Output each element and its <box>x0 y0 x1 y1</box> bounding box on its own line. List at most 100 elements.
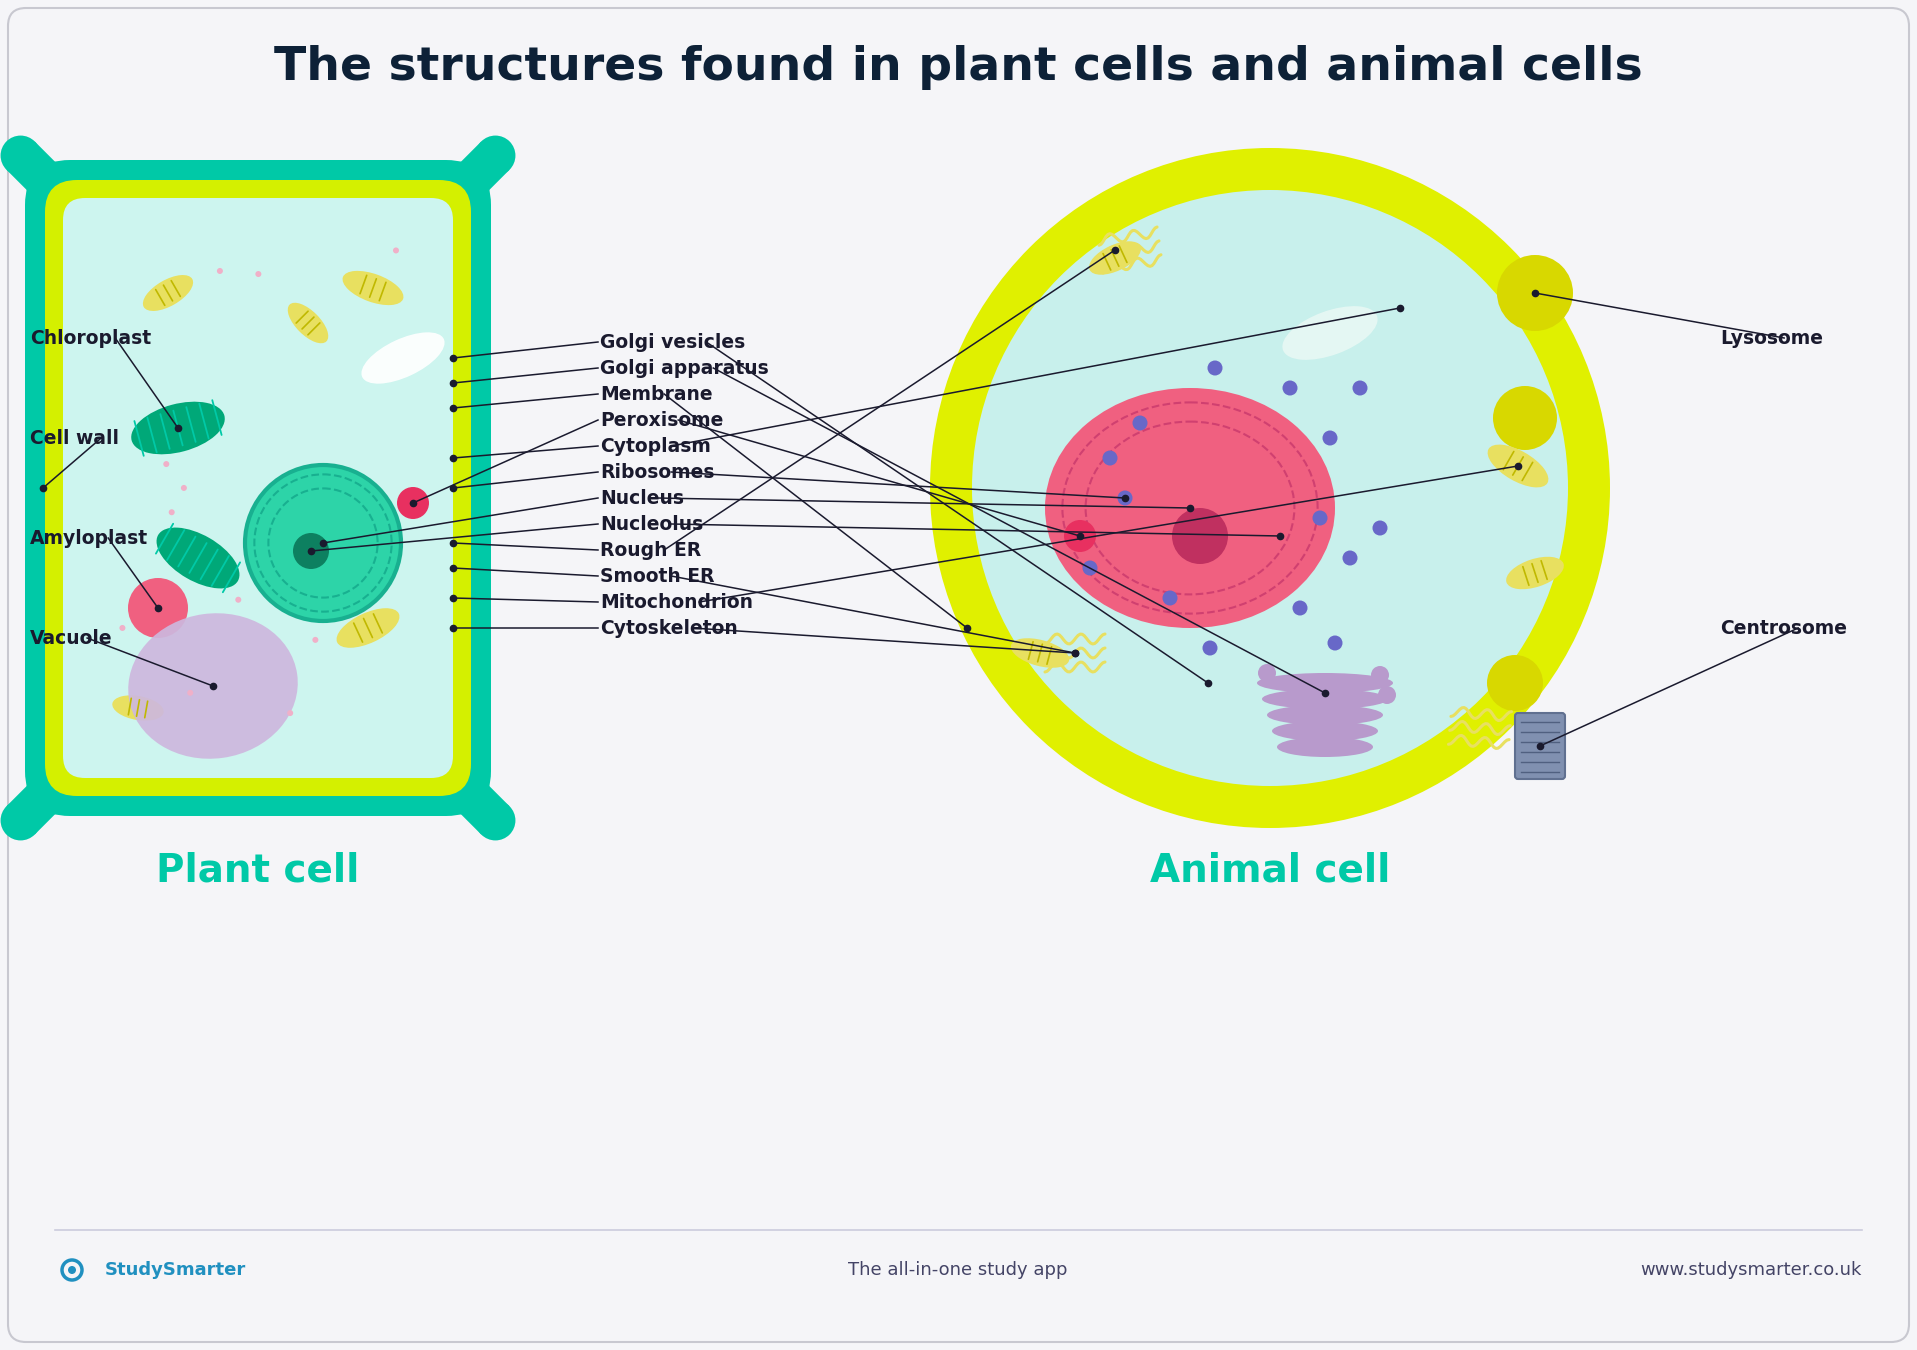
Circle shape <box>1171 508 1229 564</box>
Ellipse shape <box>1507 556 1564 589</box>
Circle shape <box>163 462 169 467</box>
Circle shape <box>433 757 473 798</box>
Ellipse shape <box>1045 387 1334 628</box>
Ellipse shape <box>337 609 399 648</box>
Text: StudySmarter: StudySmarter <box>105 1261 245 1278</box>
Circle shape <box>255 271 261 277</box>
Circle shape <box>217 267 222 274</box>
Circle shape <box>972 190 1568 786</box>
Circle shape <box>1323 431 1338 446</box>
Text: Animal cell: Animal cell <box>1150 850 1390 890</box>
Ellipse shape <box>1267 705 1382 725</box>
Circle shape <box>1488 655 1543 711</box>
Circle shape <box>1371 666 1390 684</box>
Circle shape <box>433 178 473 217</box>
Circle shape <box>1493 386 1557 450</box>
Circle shape <box>1258 664 1277 682</box>
Ellipse shape <box>128 613 297 759</box>
Circle shape <box>42 178 82 217</box>
Circle shape <box>1378 686 1396 703</box>
FancyBboxPatch shape <box>8 8 1909 1342</box>
Ellipse shape <box>1488 444 1549 487</box>
Ellipse shape <box>157 528 240 589</box>
Circle shape <box>245 464 401 621</box>
Circle shape <box>1083 560 1098 575</box>
Text: Peroxisome: Peroxisome <box>600 410 723 429</box>
Circle shape <box>180 485 186 491</box>
Circle shape <box>288 710 293 716</box>
Ellipse shape <box>1258 674 1394 693</box>
Circle shape <box>119 625 125 630</box>
Text: Chloroplast: Chloroplast <box>31 328 151 347</box>
Text: Nucleolus: Nucleolus <box>600 514 704 533</box>
Circle shape <box>312 637 318 643</box>
Circle shape <box>42 757 82 798</box>
Text: Lysosome: Lysosome <box>1720 328 1823 347</box>
Text: Golgi apparatus: Golgi apparatus <box>600 359 769 378</box>
Circle shape <box>393 247 399 254</box>
Text: The structures found in plant cells and animal cells: The structures found in plant cells and … <box>274 46 1643 90</box>
Text: Vacuole: Vacuole <box>31 629 113 648</box>
Text: Ribosomes: Ribosomes <box>600 463 715 482</box>
FancyBboxPatch shape <box>44 180 472 796</box>
Text: www.studysmarter.co.uk: www.studysmarter.co.uk <box>1641 1261 1861 1278</box>
Ellipse shape <box>1010 639 1070 668</box>
Text: The all-in-one study app: The all-in-one study app <box>847 1261 1068 1278</box>
Text: Amyloplast: Amyloplast <box>31 528 148 548</box>
Text: Plant cell: Plant cell <box>157 850 360 890</box>
Text: Membrane: Membrane <box>600 385 713 404</box>
Circle shape <box>169 509 174 516</box>
Text: Centrosome: Centrosome <box>1720 618 1846 637</box>
Ellipse shape <box>130 402 224 455</box>
Circle shape <box>1313 510 1327 525</box>
Polygon shape <box>6 764 77 834</box>
Circle shape <box>397 487 429 518</box>
Circle shape <box>0 135 40 176</box>
Circle shape <box>0 801 40 841</box>
Circle shape <box>1102 451 1118 466</box>
Text: Golgi vesicles: Golgi vesicles <box>600 332 746 351</box>
Ellipse shape <box>144 275 194 310</box>
Circle shape <box>67 1266 77 1274</box>
Circle shape <box>1292 601 1307 616</box>
Ellipse shape <box>288 302 328 343</box>
Circle shape <box>1373 521 1388 536</box>
Text: Cytoplasm: Cytoplasm <box>600 436 711 455</box>
Ellipse shape <box>362 332 445 383</box>
Text: Smooth ER: Smooth ER <box>600 567 715 586</box>
Text: Cytoskeleton: Cytoskeleton <box>600 618 738 637</box>
Ellipse shape <box>1277 737 1373 757</box>
Circle shape <box>1064 520 1097 552</box>
Text: Cell wall: Cell wall <box>31 428 119 447</box>
Text: Nucleus: Nucleus <box>600 489 684 508</box>
Ellipse shape <box>1282 306 1378 360</box>
Circle shape <box>188 690 194 695</box>
FancyBboxPatch shape <box>25 161 491 815</box>
Circle shape <box>1133 416 1148 431</box>
Text: Rough ER: Rough ER <box>600 540 702 559</box>
FancyBboxPatch shape <box>63 198 452 778</box>
Circle shape <box>236 597 242 602</box>
Circle shape <box>1353 381 1367 396</box>
Circle shape <box>475 801 516 841</box>
Polygon shape <box>6 142 77 212</box>
Circle shape <box>128 578 188 639</box>
Circle shape <box>1202 640 1217 656</box>
Polygon shape <box>439 142 510 212</box>
Ellipse shape <box>1261 688 1388 709</box>
Circle shape <box>1497 255 1574 331</box>
Circle shape <box>1162 590 1177 606</box>
Circle shape <box>475 135 516 176</box>
Circle shape <box>1118 490 1133 505</box>
Text: Mitochondrion: Mitochondrion <box>600 593 753 612</box>
Circle shape <box>1208 360 1223 375</box>
Circle shape <box>1327 636 1342 651</box>
Circle shape <box>293 533 330 568</box>
Ellipse shape <box>1273 721 1378 741</box>
Circle shape <box>930 148 1610 828</box>
Circle shape <box>408 505 414 510</box>
Ellipse shape <box>1089 242 1141 274</box>
Ellipse shape <box>113 695 163 721</box>
FancyBboxPatch shape <box>1514 713 1564 779</box>
Circle shape <box>1282 381 1298 396</box>
